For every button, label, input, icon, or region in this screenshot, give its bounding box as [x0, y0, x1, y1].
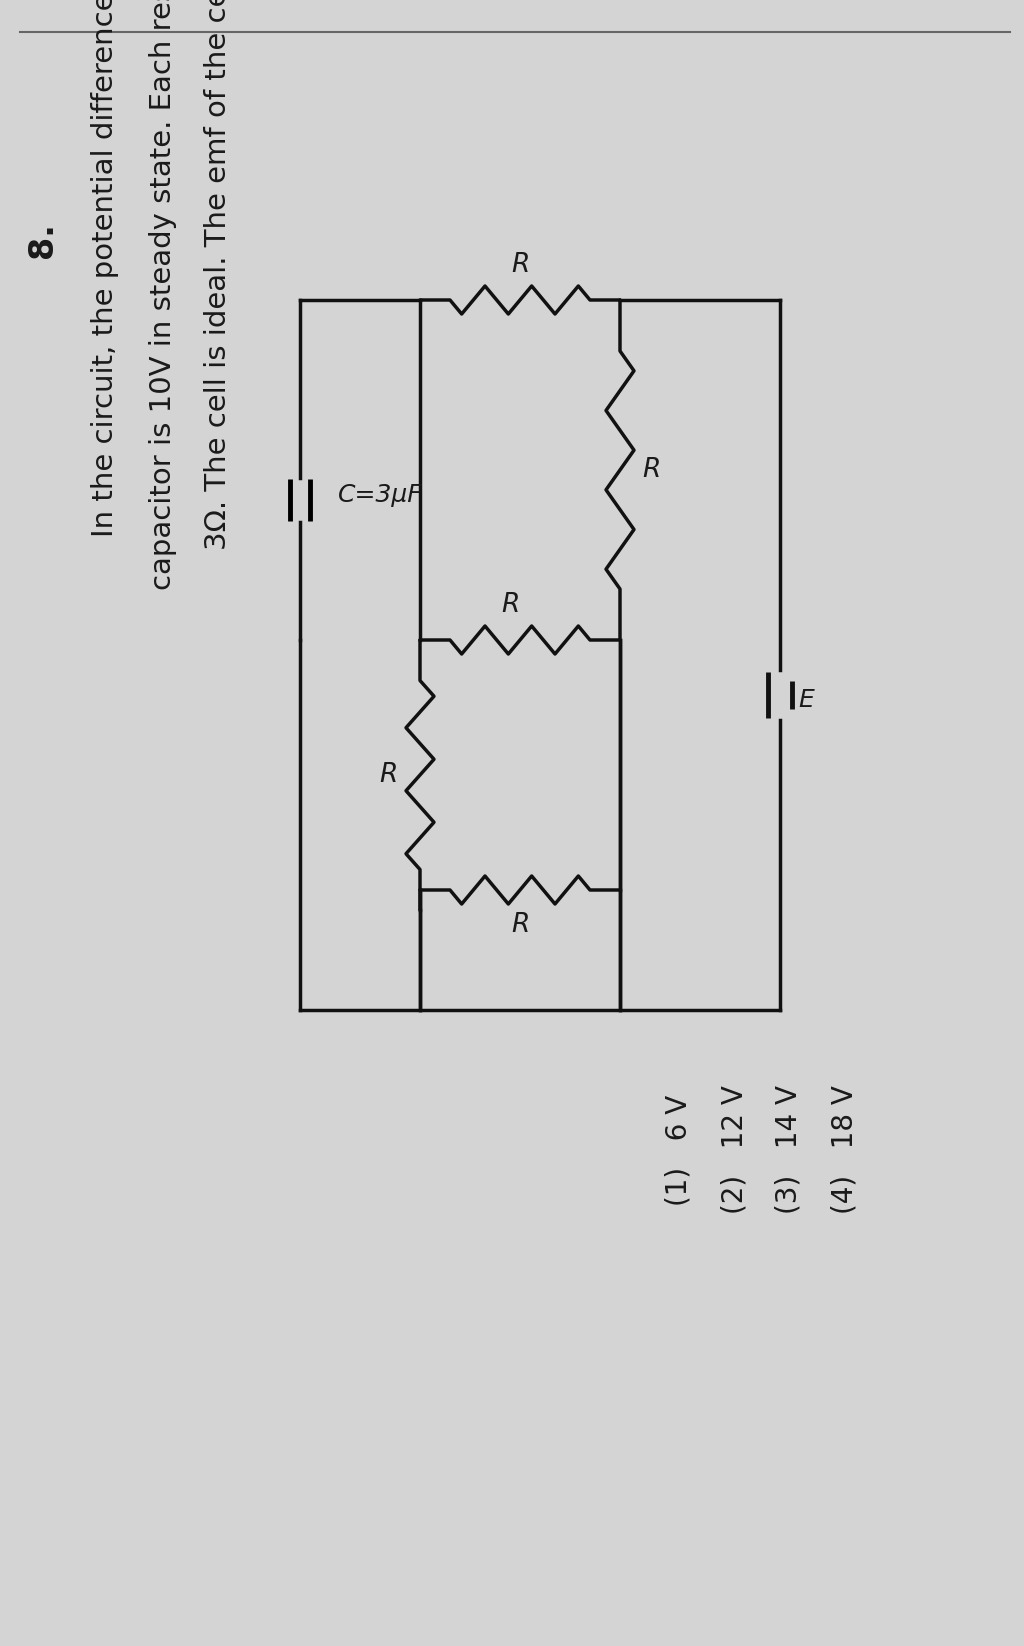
Text: C=3μF: C=3μF — [338, 482, 423, 507]
Text: In the circuit, the potential difference across the: In the circuit, the potential difference… — [91, 0, 119, 537]
Text: R: R — [511, 252, 529, 278]
Text: E: E — [798, 688, 814, 713]
Text: (3)   14 V: (3) 14 V — [775, 1085, 803, 1215]
Text: 3Ω. The cell is ideal. The emf of the cell in volt is: 3Ω. The cell is ideal. The emf of the ce… — [204, 0, 232, 550]
Text: R: R — [642, 458, 660, 482]
Text: (2)   12 V: (2) 12 V — [720, 1086, 748, 1215]
Text: 8.: 8. — [26, 222, 58, 258]
Text: capacitor is 10V in steady state. Each resistance is of: capacitor is 10V in steady state. Each r… — [150, 0, 177, 589]
Text: (4)   18 V: (4) 18 V — [830, 1086, 858, 1215]
Text: R: R — [380, 762, 398, 788]
Text: R: R — [511, 912, 529, 938]
Text: R: R — [501, 593, 519, 617]
Text: (1)   6 V: (1) 6 V — [665, 1095, 693, 1205]
